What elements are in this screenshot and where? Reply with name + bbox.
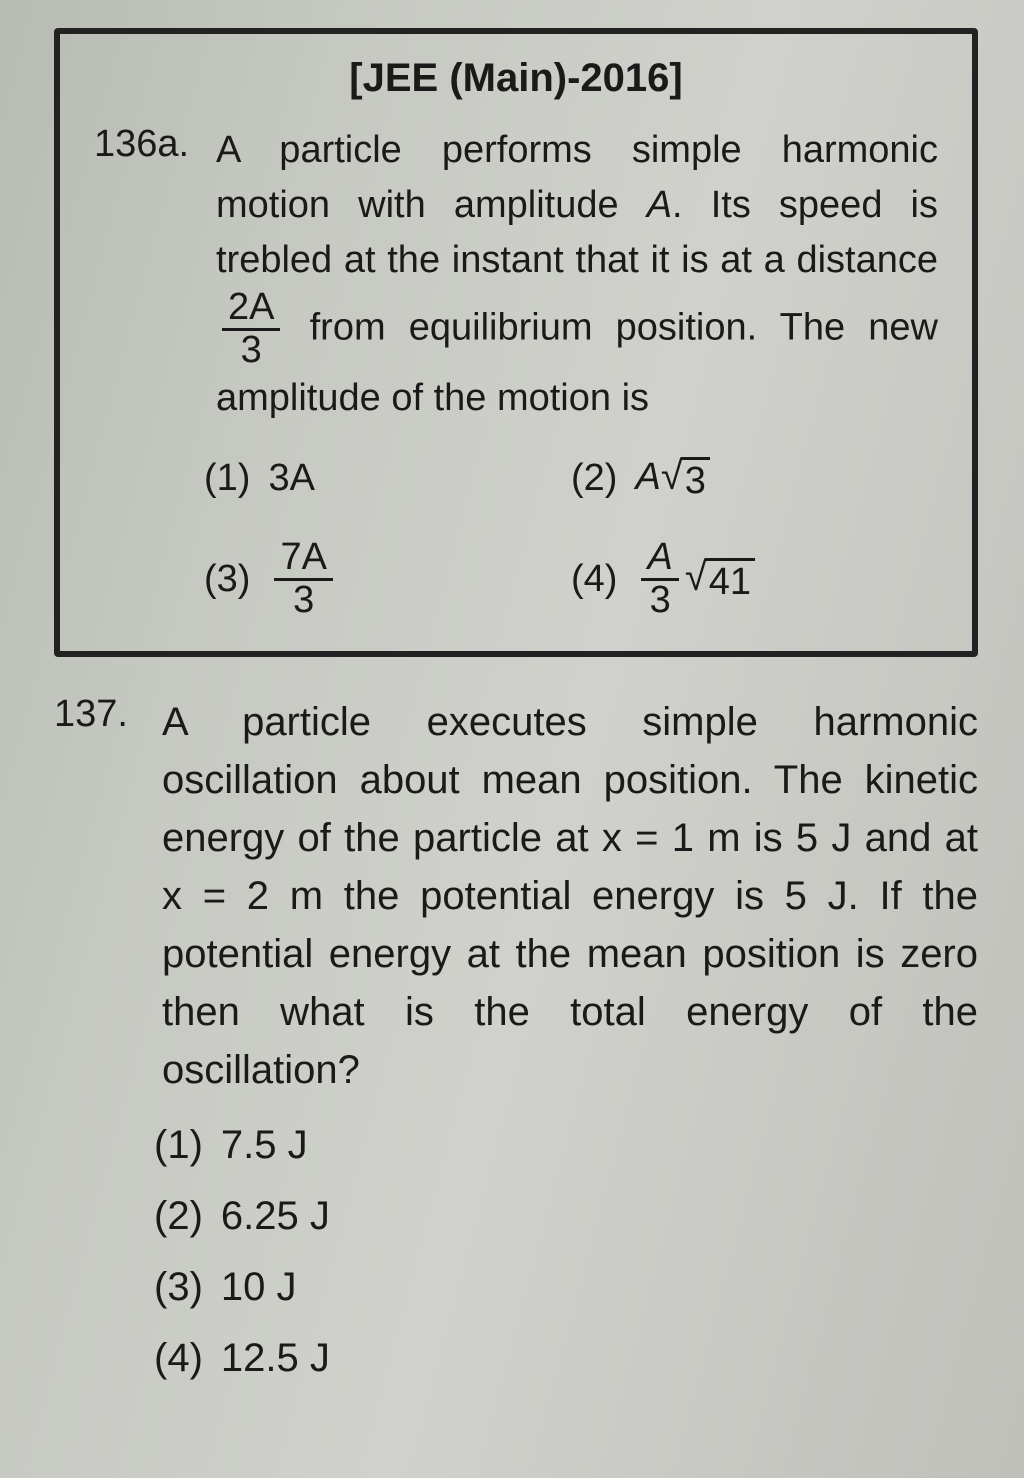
option-text: A 3 √41	[635, 538, 755, 621]
option-text: A√3	[635, 456, 709, 500]
fraction-7A-3: 7A 3	[274, 538, 332, 621]
option-text: 12.5 J	[221, 1336, 330, 1381]
option-2: (2) 6.25 J	[154, 1194, 978, 1239]
frac-den: 3	[274, 581, 332, 621]
option-3: (3) 10 J	[154, 1265, 978, 1310]
question-137: 137. A particle executes simple harmonic…	[54, 693, 988, 1381]
page: [JEE (Main)-2016] 136a. A particle perfo…	[0, 0, 1024, 1478]
option-label: (2)	[154, 1194, 203, 1239]
radicand: 3	[681, 457, 710, 500]
option-text: 3A	[268, 457, 314, 500]
option-text: 7.5 J	[221, 1123, 308, 1168]
fraction-A-3: A 3	[641, 538, 678, 621]
sqrt-icon: √3	[661, 457, 710, 500]
question-text: A particle executes simple harmonic osci…	[162, 693, 978, 1099]
option-text: 6.25 J	[221, 1194, 330, 1239]
fraction-2A-3: 2A3	[222, 288, 280, 371]
question-row: 137. A particle executes simple harmonic…	[54, 693, 978, 1099]
option-label: (4)	[571, 558, 617, 601]
option-label: (1)	[204, 457, 250, 500]
frac-num: A	[641, 538, 678, 581]
radicand: 41	[705, 558, 755, 601]
option-2: (2) A√3	[571, 456, 938, 500]
question-number: 136a.	[94, 123, 202, 166]
opt1-text: 3A	[268, 457, 314, 499]
question-136a: 136a. A particle performs simple harmoni…	[94, 123, 938, 426]
option-label: (4)	[154, 1336, 203, 1381]
option-4: (4) A 3 √41	[571, 538, 938, 621]
option-text: 10 J	[221, 1265, 297, 1310]
question-box-136a: [JEE (Main)-2016] 136a. A particle perfo…	[54, 28, 978, 657]
question-number: 137.	[54, 693, 148, 736]
sqrt-icon: √41	[685, 558, 755, 601]
options-136a: (1) 3A (2) A√3 (3) 7A 3	[204, 456, 938, 621]
option-label: (3)	[154, 1265, 203, 1310]
option-1: (1) 3A	[204, 456, 571, 500]
option-label: (1)	[154, 1123, 203, 1168]
radical-sign: √	[661, 457, 683, 497]
exam-tag: [JEE (Main)-2016]	[94, 56, 938, 101]
var-A: A	[647, 184, 672, 226]
option-text: 7A 3	[268, 538, 338, 621]
option-label: (2)	[571, 457, 617, 500]
frac-den: 3	[222, 331, 280, 371]
options-137: (1) 7.5 J (2) 6.25 J (3) 10 J (4) 12.5 J	[154, 1123, 978, 1381]
question-text: A particle performs simple harmonic moti…	[216, 123, 938, 426]
q-text-part3: from equilibrium position. The new ampli…	[216, 307, 938, 419]
frac-num: 2A	[222, 288, 280, 331]
option-1: (1) 7.5 J	[154, 1123, 978, 1168]
frac-den: 3	[641, 581, 678, 621]
option-3: (3) 7A 3	[204, 538, 571, 621]
opt2-prefix: A	[635, 456, 660, 498]
option-label: (3)	[204, 558, 250, 601]
radical-sign: √	[685, 558, 707, 598]
frac-num: 7A	[274, 538, 332, 581]
option-4: (4) 12.5 J	[154, 1336, 978, 1381]
